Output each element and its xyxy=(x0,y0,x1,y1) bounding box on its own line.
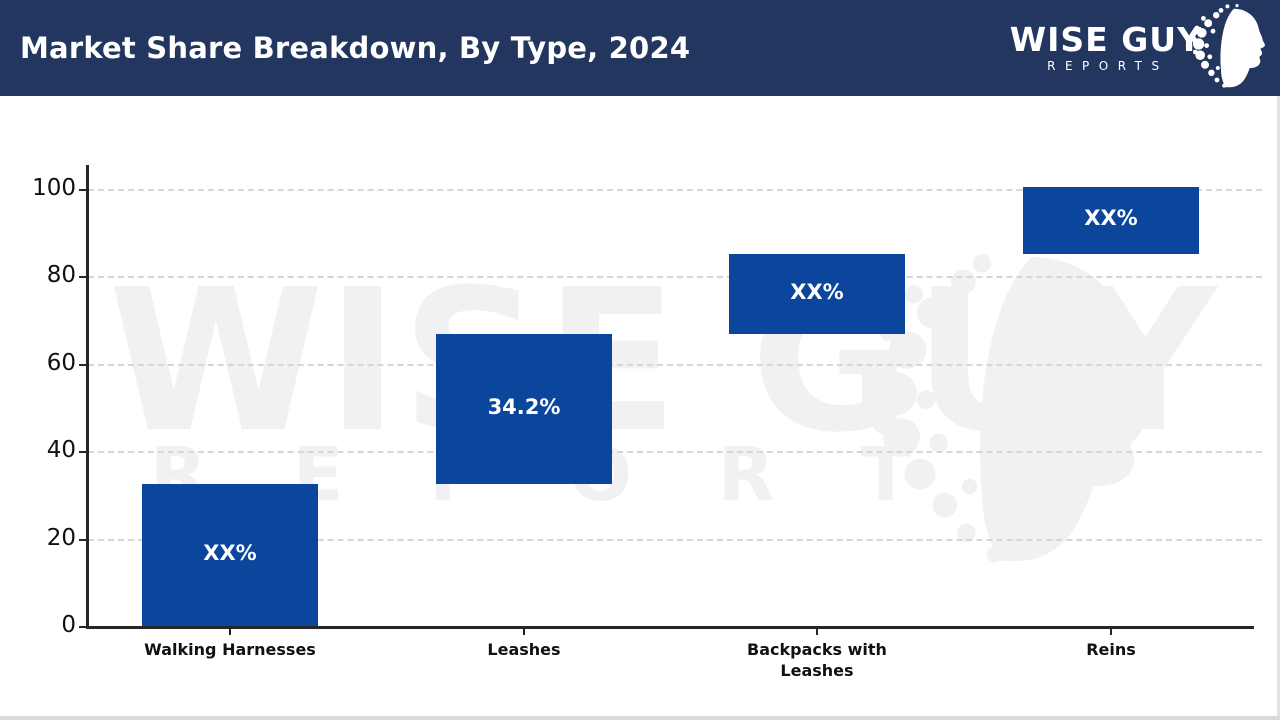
y-tick-label: 80 xyxy=(46,262,76,288)
bar-value-label: XX% xyxy=(203,541,257,566)
gridline-y-60 xyxy=(88,363,1262,366)
page-title: Market Share Breakdown, By Type, 2024 xyxy=(20,31,691,65)
y-tick-label: 20 xyxy=(46,524,76,551)
y-tick-mark xyxy=(79,626,87,628)
bar-value-label: XX% xyxy=(1084,206,1138,231)
x-tick-mark xyxy=(229,627,231,635)
y-tick-mark xyxy=(79,538,87,541)
x-category-label: Backpacks with Leashes xyxy=(747,640,887,680)
bar-1 xyxy=(142,483,318,627)
bar-2 xyxy=(436,333,612,484)
x-axis-spine xyxy=(86,626,1254,629)
header-bar: Market Share Breakdown, By Type, 2024 WI… xyxy=(0,0,1280,96)
brand-name: WISE GUY xyxy=(1009,20,1202,59)
y-tick-label: 40 xyxy=(46,437,76,463)
bar-3 xyxy=(729,253,905,334)
gridline-y-80 xyxy=(88,276,1262,278)
footer-strip xyxy=(0,716,1280,720)
brand-subtitle: REPORTS xyxy=(1047,59,1169,73)
y-tick-label: 100 xyxy=(32,174,76,201)
y-tick-mark xyxy=(79,276,87,278)
x-category-label: Leashes xyxy=(487,640,561,659)
y-tick-mark xyxy=(79,363,87,366)
figure-right-border xyxy=(1277,96,1280,716)
y-tick-label: 0 xyxy=(61,612,76,638)
x-category-label: Walking Harnesses xyxy=(144,640,316,659)
brand-head-icon xyxy=(1191,4,1265,88)
gridline-y-20 xyxy=(88,538,1262,541)
watermark-head-icon xyxy=(865,254,1153,563)
y-axis-spine xyxy=(86,165,89,628)
y-tick-mark xyxy=(79,451,87,453)
x-category-label: Reins xyxy=(1086,640,1136,659)
x-tick-mark xyxy=(523,627,525,635)
brand-logo-text: WISE GUY REPORTS xyxy=(1010,23,1202,73)
x-tick-mark xyxy=(1110,627,1112,635)
y-tick-mark xyxy=(79,188,87,191)
bar-value-label: 34.2% xyxy=(487,394,561,419)
y-tick-label: 60 xyxy=(46,349,76,376)
x-tick-mark xyxy=(816,627,818,635)
brand-logo: WISE GUY REPORTS xyxy=(1010,4,1280,92)
gridline-y-40 xyxy=(88,451,1262,453)
bar-4 xyxy=(1023,186,1199,254)
gridline-y-100 xyxy=(88,188,1262,191)
bar-value-label: XX% xyxy=(790,279,844,304)
